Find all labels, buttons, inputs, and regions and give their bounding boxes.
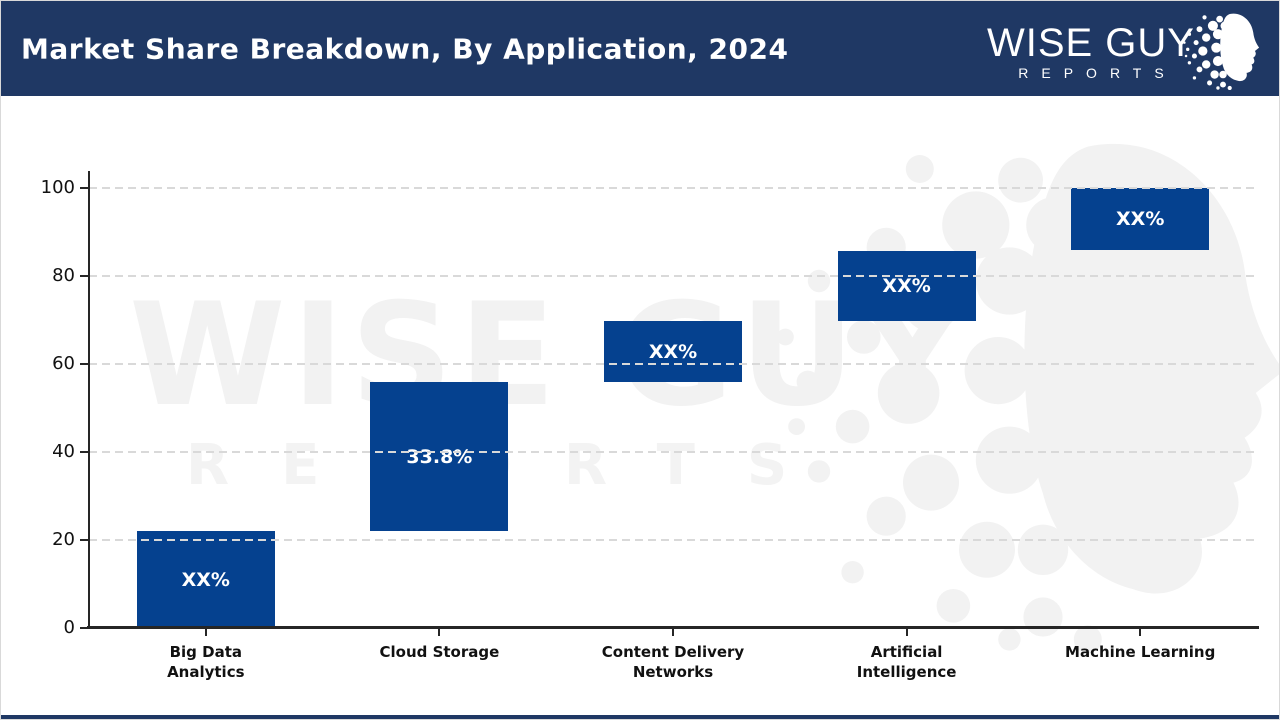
- y-tick-label-0: 0: [63, 617, 75, 638]
- y-tick-label-80: 80: [52, 265, 75, 286]
- y-axis-line: [88, 171, 90, 628]
- y-tick-mark-20: [80, 539, 88, 541]
- y-tick-label-40: 40: [52, 441, 75, 462]
- bar-value-label-machine-learning: XX%: [1116, 208, 1165, 231]
- bar-value-label-big-data-analytics: XX%: [181, 568, 230, 591]
- page-title: Market Share Breakdown, By Application, …: [21, 32, 789, 65]
- y-tick-mark-100: [80, 187, 88, 189]
- logo-head-icon: [1183, 13, 1260, 91]
- wiseguy-logo: WISE GUY REPORTS: [987, 9, 1267, 93]
- watermark-head-graphic: [777, 143, 1279, 654]
- y-tick-label-60: 60: [52, 353, 75, 374]
- y-tick-label-20: 20: [52, 529, 75, 550]
- watermark-wordmark: WISE GUY: [129, 273, 970, 438]
- bar-machine-learning: XX%: [1071, 188, 1210, 251]
- header-bar: Market Share Breakdown, By Application, …: [1, 1, 1279, 96]
- x-category-label-artificial-intelligence: Artificial Intelligence: [856, 643, 957, 682]
- gridline-40: [89, 451, 1257, 453]
- logo-subtext: REPORTS: [1018, 64, 1177, 81]
- bar-value-label-artificial-intelligence: XX%: [882, 274, 931, 297]
- y-tick-mark-80: [80, 275, 88, 277]
- bar-artificial-intelligence: XX%: [837, 250, 976, 321]
- y-tick-mark-60: [80, 363, 88, 365]
- x-category-label-content-delivery-networks: Content Delivery Networks: [601, 643, 745, 682]
- x-category-label-machine-learning: Machine Learning: [1065, 643, 1216, 661]
- bar-cloud-storage: 33.8%: [370, 382, 509, 532]
- gridline-100: [89, 187, 1257, 189]
- logo-wordmark: WISE GUY: [986, 20, 1195, 65]
- bar-value-label-content-delivery-networks: XX%: [648, 340, 698, 363]
- y-tick-label-100: 100: [40, 177, 75, 198]
- bar-big-data-analytics: XX%: [136, 531, 275, 628]
- plot-area: 0 20 40 60 80 100 XX% Big Data Analytics 33.8% Cl…: [41, 179, 1257, 681]
- footer-strip: [1, 715, 1279, 719]
- y-tick-mark-40: [80, 451, 88, 453]
- x-category-label-cloud-storage: Cloud Storage: [379, 643, 500, 661]
- x-tick-mark-big-data-analytics: [204, 628, 207, 636]
- bar-content-delivery-networks: XX%: [604, 320, 742, 383]
- gridline-20: [89, 539, 1257, 541]
- bar-value-label-cloud-storage: 33.8%: [406, 445, 473, 468]
- x-tick-mark-content-delivery-networks: [672, 628, 674, 636]
- x-tick-mark-artificial-intelligence: [905, 628, 908, 636]
- logo-text: WISE GUY REPORTS: [987, 22, 1195, 81]
- x-axis-line: [87, 626, 1259, 629]
- x-category-label-big-data-analytics: Big Data Analytics: [167, 643, 245, 682]
- x-tick-mark-cloud-storage: [438, 628, 441, 636]
- y-tick-mark-0: [80, 627, 88, 629]
- gridline-80: [89, 275, 1257, 277]
- gridline-60: [89, 363, 1257, 365]
- x-tick-mark-machine-learning: [1139, 628, 1142, 636]
